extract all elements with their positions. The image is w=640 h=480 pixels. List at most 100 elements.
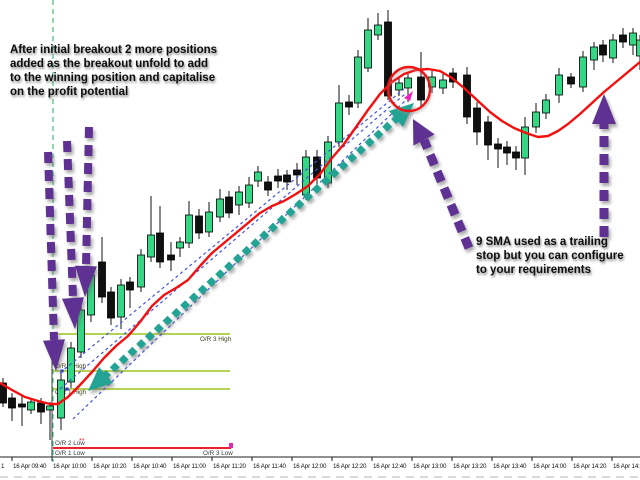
axis-time-label: 16 Apr 12:40: [373, 463, 407, 470]
bearish-candle: [619, 34, 627, 43]
bullish-candle: [147, 234, 155, 258]
bullish-candle: [532, 111, 540, 128]
axis-time-label: 16 Apr 10:00: [53, 463, 87, 470]
bullish-candle: [609, 39, 617, 59]
or-line-label: O/R 1 Low: [55, 450, 85, 457]
bearish-candle: [18, 403, 26, 408]
bearish-candle: [156, 232, 164, 263]
axis-time-label: 16 Apr 13:40: [493, 463, 527, 470]
annotation-line: added as the breakout unfold to add: [10, 58, 209, 70]
annotation-sma-note: 9 SMA used as a trailing stop but you ca…: [476, 235, 624, 277]
bearish-candle: [567, 76, 575, 85]
axis-time-label: 16 Apr 12:00: [293, 463, 327, 470]
bullish-candle: [216, 198, 224, 218]
annotation-line: to the winning position and capitalise: [10, 72, 216, 84]
highlight-circle: [386, 65, 432, 113]
bullish-candle: [77, 309, 85, 353]
bearish-candle: [195, 215, 203, 234]
bullish-candle: [46, 405, 54, 411]
x-axis: 16 Apr 09:40 16 Apr 10:00 16 Apr 10:20 16 A…: [0, 456, 640, 478]
candles-layer: [0, 10, 640, 440]
teal-arrowhead: [389, 103, 414, 127]
teal-dotted-arrow: [88, 103, 414, 391]
axis-time-label: 16 Apr 11:00: [173, 463, 207, 470]
purple-arrowhead: [592, 94, 616, 124]
bearish-candle: [494, 143, 502, 150]
bullish-candle: [590, 46, 598, 61]
bullish-candle: [335, 102, 343, 143]
axis-time-label: 16 Apr 11:20: [213, 463, 247, 470]
bullish-candle: [245, 184, 253, 204]
bullish-candle: [521, 126, 529, 159]
sma-line: [0, 60, 640, 406]
or-line-label: O/R 3 Low: [203, 450, 233, 457]
bearish-candle: [283, 174, 291, 183]
bullish-candle: [67, 347, 75, 383]
or-line-label: O/R 3 High: [200, 336, 232, 343]
bullish-candle: [235, 191, 243, 206]
bearish-candle: [126, 281, 134, 291]
line-end-marker: [229, 443, 233, 448]
bullish-candle: [254, 171, 262, 182]
bearish-candle: [512, 151, 520, 159]
purple-arrow-5: [592, 94, 616, 237]
purple-arrowhead: [413, 119, 435, 146]
purple-arrows: [43, 94, 616, 371]
annotation-line: on the profit potential: [10, 86, 129, 98]
red-asterisk-marks: **: [79, 438, 85, 445]
bearish-candle: [225, 196, 233, 214]
bullish-candle: [542, 99, 550, 114]
bullish-candle: [137, 254, 145, 288]
bullish-candle: [354, 56, 362, 104]
annotation-line: After initial breakout 2 more positions: [10, 44, 218, 56]
teal-arrowhead: [88, 367, 113, 391]
bearish-candle: [0, 382, 7, 404]
bullish-candle: [636, 39, 640, 57]
purple-arrow-1: [43, 151, 65, 371]
bullish-candle: [395, 82, 403, 91]
purple-arrowhead: [62, 297, 84, 329]
axis-time-label: 16 Apr 13:00: [413, 463, 447, 470]
trendline-arrow-tip: [404, 91, 413, 101]
purple-arrow-4: [413, 119, 474, 250]
bullish-candle: [185, 214, 193, 244]
bearish-candle: [599, 44, 607, 56]
bullish-candle: [555, 74, 563, 96]
axis-time-label: 16 Apr 10:20: [93, 463, 127, 470]
axis-time-label: 16 Apr 11:40: [253, 463, 287, 470]
axis-time-label: 16 Apr 14:40: [613, 463, 640, 470]
bullish-candle: [629, 32, 637, 46]
bearish-candle: [167, 254, 175, 261]
axis-time-label: 16 Apr 10:40: [133, 463, 167, 470]
bearish-candle: [264, 181, 272, 191]
bearish-candle: [417, 76, 425, 101]
bearish-candle: [503, 146, 511, 154]
purple-arrow-3: [75, 126, 97, 297]
annotation-line: to your requirements: [476, 264, 592, 276]
axis-time-label: 16 Apr 12:20: [333, 463, 367, 470]
axis-time-label: 16 Apr 14:20: [573, 463, 607, 470]
bullish-candle: [364, 29, 372, 69]
axis-time-label: 1: [1, 463, 5, 470]
bearish-candle: [463, 74, 471, 118]
annotation-line: 9 SMA used as a trailing: [476, 236, 608, 248]
bearish-candle: [293, 169, 301, 176]
bullish-candle: [439, 79, 447, 89]
bearish-candle: [98, 261, 106, 298]
bearish-candle: [107, 291, 115, 319]
annotation-breakout-note: After initial breakout 2 more positions …: [10, 43, 217, 99]
bullish-candle: [374, 24, 382, 36]
purple-arrowhead: [43, 339, 65, 371]
purple-arrowhead: [75, 265, 97, 297]
bearish-candle: [37, 402, 45, 413]
bullish-candle: [404, 77, 412, 89]
bullish-candle: [27, 401, 35, 411]
bullish-candle: [176, 241, 184, 249]
bearish-candle: [274, 175, 282, 182]
bearish-candle: [345, 101, 353, 108]
or-line-label: O/R 2 Low: [55, 440, 85, 447]
purple-arrow-2: [62, 140, 84, 329]
bullish-candle: [205, 211, 213, 233]
